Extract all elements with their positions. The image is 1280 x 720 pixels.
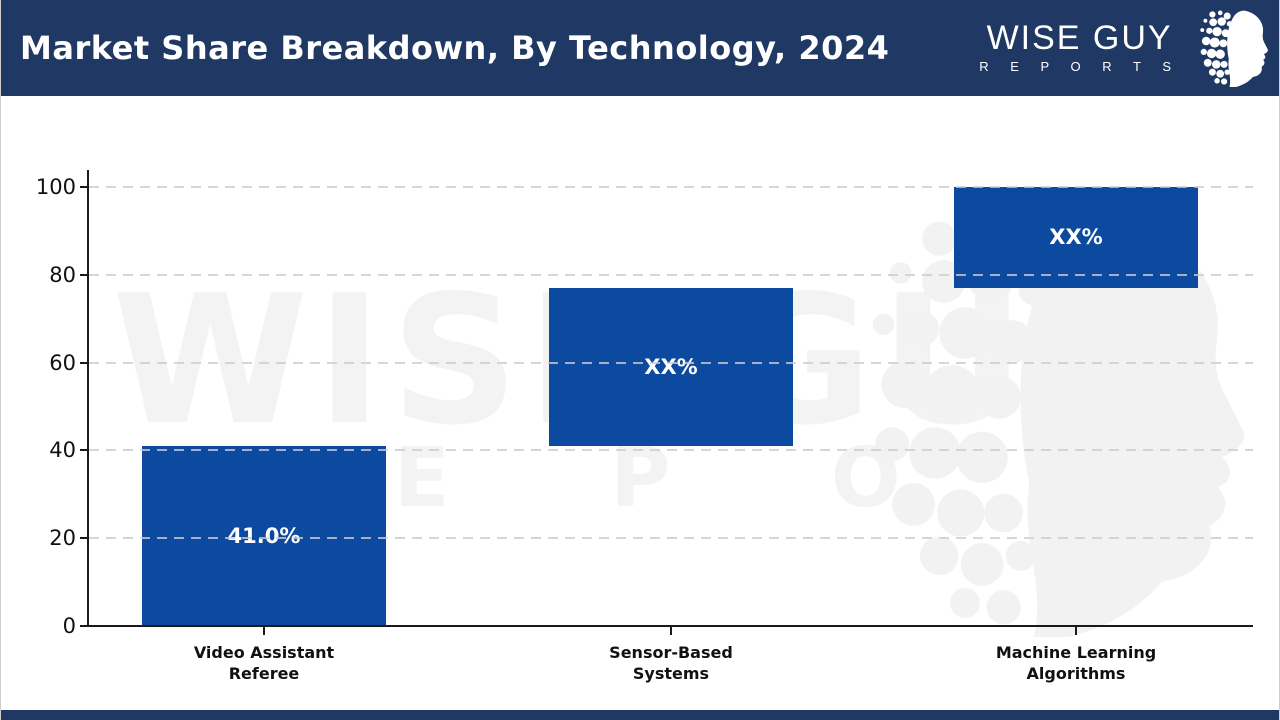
x-tick-mark [263,627,265,635]
bar-value-label: 41.0% [227,523,301,548]
x-category-label-line: Video Assistant [193,643,335,662]
x-tick-mark [1075,627,1077,635]
y-tick-label: 20 [49,526,76,551]
x-axis-line [87,625,1253,627]
y-tick-label: 60 [49,350,76,375]
x-tick-mark [670,627,672,635]
x-category-label-line: Referee [228,664,300,683]
y-tick-label: 100 [35,175,76,199]
plot-area: WISE GUY R E P O R T S 02040608010041.0%… [0,96,1280,710]
footer-bar [0,710,1280,720]
y-tick-label: 80 [49,262,76,287]
y-tick-mark [80,625,88,627]
bar: XX% [954,187,1198,288]
y-tick-label: 40 [49,438,76,463]
y-axis-line [87,170,89,627]
y-tick-mark [80,449,88,452]
brand-logo: WISE GUY R E P O R T S [979,8,1272,88]
y-tick-mark [80,361,88,364]
x-category-label-line: Sensor-Based [609,643,733,662]
y-tick-mark [80,273,88,276]
brand-name: WISE GUY [986,19,1173,57]
x-category-label: Sensor-Based Systems [521,642,821,684]
x-category-label: Machine Learning Algorithms [926,642,1226,684]
brand-face-icon [1184,9,1272,87]
x-category-label-line: Algorithms [1026,664,1126,683]
brand-subtitle: R E P O R T S [979,59,1180,74]
bar-value-label: XX% [644,354,698,379]
y-tick-mark [80,537,88,540]
x-category-label-line: Machine Learning [995,643,1157,662]
bar-value-label: XX% [1049,225,1103,250]
x-category-label-line: Systems [632,664,710,683]
header-bar: Market Share Breakdown, By Technology, 2… [0,0,1280,96]
y-tick-label: 0 [62,614,76,638]
bar: 41.0% [142,446,386,626]
bar: XX% [549,287,793,446]
brand-wordmark: WISE GUY R E P O R T S [979,20,1180,76]
chart-title: Market Share Breakdown, By Technology, 2… [20,29,890,67]
y-tick-mark [80,186,88,188]
x-category-label: Video Assistant Referee [114,642,414,684]
